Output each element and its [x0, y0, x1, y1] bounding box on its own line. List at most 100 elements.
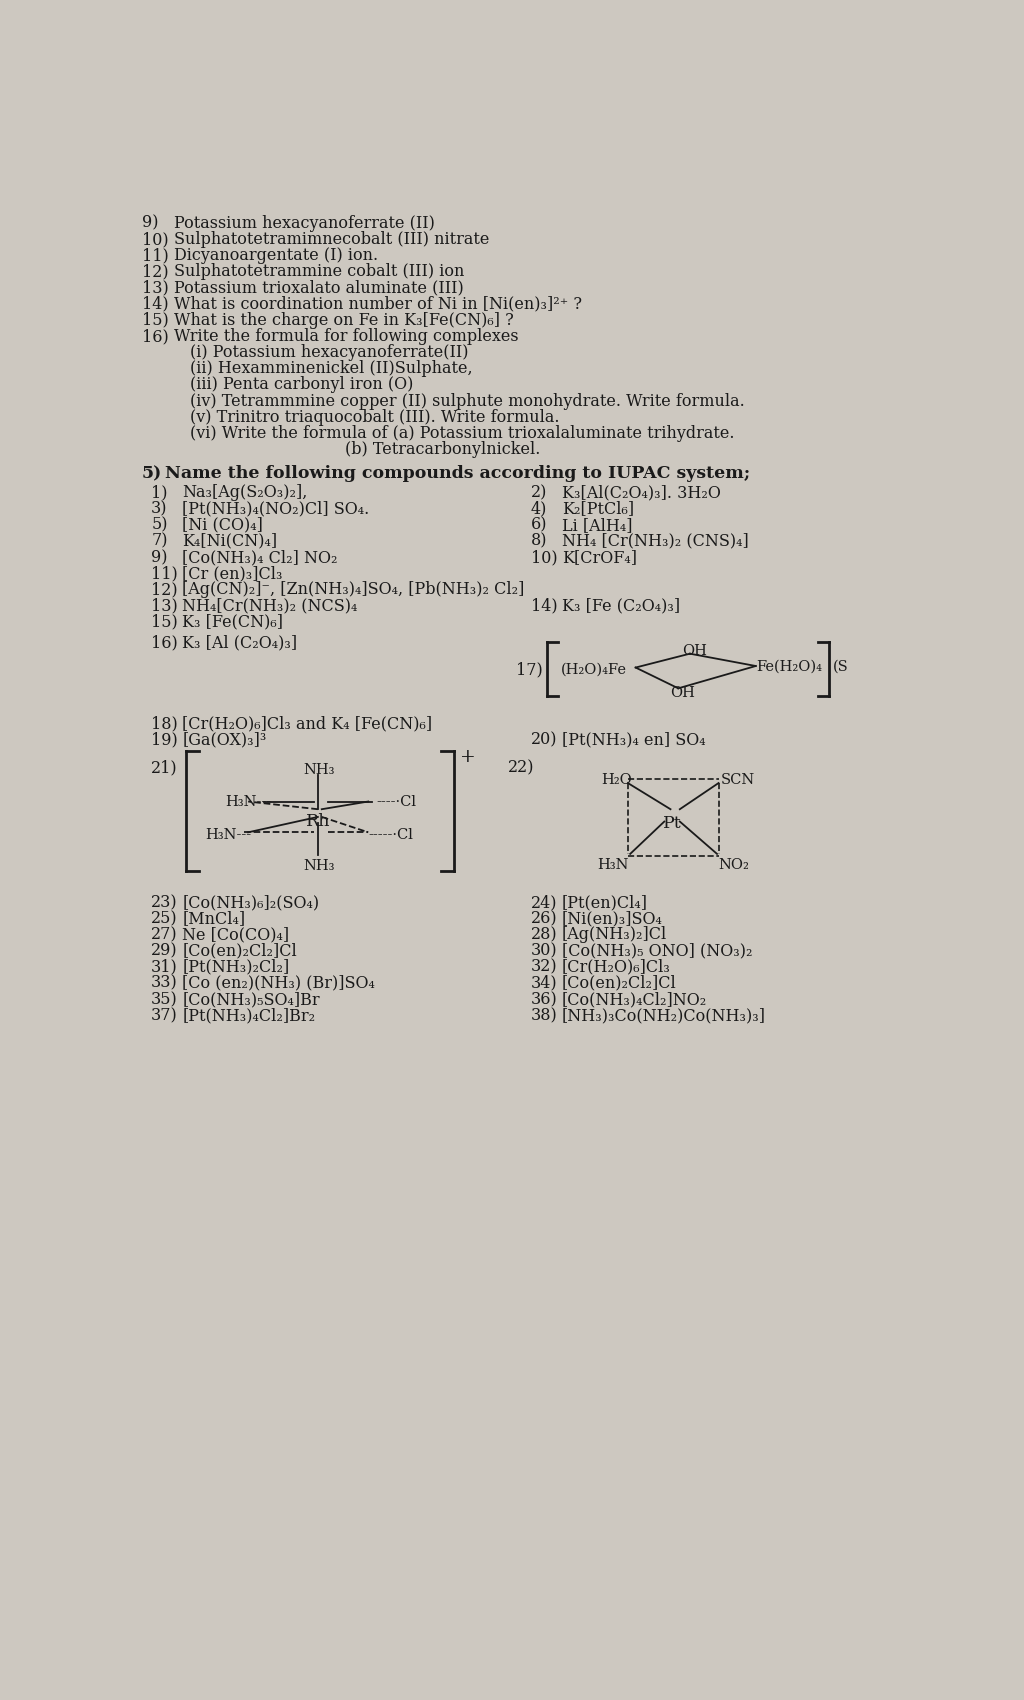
Text: 9): 9)	[142, 214, 159, 231]
Text: 37): 37)	[152, 1006, 178, 1023]
Text: [Cr(H₂O)₆]Cl₃: [Cr(H₂O)₆]Cl₃	[562, 959, 671, 976]
Text: NH₄[Cr(NH₃)₂ (NCS)₄: NH₄[Cr(NH₃)₂ (NCS)₄	[182, 597, 357, 614]
Text: 11): 11)	[142, 246, 169, 264]
Text: 12): 12)	[142, 264, 169, 280]
Text: (v) Trinitro triaquocobalt (III). Write formula.: (v) Trinitro triaquocobalt (III). Write …	[190, 408, 559, 425]
Text: OH: OH	[682, 644, 707, 658]
Text: Potassium trioxalato aluminate (III): Potassium trioxalato aluminate (III)	[174, 279, 464, 296]
Text: 15): 15)	[152, 614, 178, 631]
Text: 28): 28)	[531, 927, 558, 944]
Text: [Co(NH₃)₆]₂(SO₄): [Co(NH₃)₆]₂(SO₄)	[182, 894, 319, 911]
Text: Na₃[Ag(S₂O₃)₂],: Na₃[Ag(S₂O₃)₂],	[182, 484, 307, 501]
Text: Pt: Pt	[663, 816, 681, 833]
Text: [Pt(NH₃)₂Cl₂]: [Pt(NH₃)₂Cl₂]	[182, 959, 290, 976]
Text: 13): 13)	[142, 279, 169, 296]
Text: 35): 35)	[152, 991, 178, 1008]
Text: 25): 25)	[152, 910, 178, 926]
Text: (ii) Hexamminenickel (II)Sulphate,: (ii) Hexamminenickel (II)Sulphate,	[190, 360, 473, 377]
Text: (S: (S	[834, 660, 849, 673]
Text: 24): 24)	[531, 894, 557, 911]
Text: [Co(NH₃)₄ Cl₂] NO₂: [Co(NH₃)₄ Cl₂] NO₂	[182, 549, 338, 566]
Text: [Cr(H₂O)₆]Cl₃ and K₄ [Fe(CN)₆]: [Cr(H₂O)₆]Cl₃ and K₄ [Fe(CN)₆]	[182, 716, 432, 733]
Text: (H₂O)₄Fe: (H₂O)₄Fe	[560, 663, 627, 677]
Text: 18): 18)	[152, 716, 178, 733]
Text: 32): 32)	[531, 959, 558, 976]
Text: Potassium hexacyanoferrate (II): Potassium hexacyanoferrate (II)	[174, 214, 435, 231]
Text: 29): 29)	[152, 942, 178, 959]
Text: What is coordination number of Ni in [Ni(en)₃]²⁺ ?: What is coordination number of Ni in [Ni…	[174, 296, 583, 313]
Text: +: +	[460, 748, 475, 765]
Text: 30): 30)	[531, 942, 558, 959]
Text: [Pt(NH₃)₄(NO₂)Cl] SO₄.: [Pt(NH₃)₄(NO₂)Cl] SO₄.	[182, 500, 370, 517]
Text: 10): 10)	[142, 231, 169, 248]
Text: 11): 11)	[152, 564, 178, 581]
Text: K₃ [Fe(CN)₆]: K₃ [Fe(CN)₆]	[182, 614, 284, 631]
Text: Li [AlH₄]: Li [AlH₄]	[562, 517, 633, 534]
Text: 23): 23)	[152, 894, 178, 911]
Text: 12): 12)	[152, 581, 178, 598]
Text: 31): 31)	[152, 959, 178, 976]
Text: 15): 15)	[142, 311, 169, 328]
Text: Write the formula for following complexes: Write the formula for following complexe…	[174, 328, 519, 345]
Text: [Ni (CO)₄]: [Ni (CO)₄]	[182, 517, 263, 534]
Text: [NH₃)₃Co(NH₂)Co(NH₃)₃]: [NH₃)₃Co(NH₂)Co(NH₃)₃]	[562, 1006, 766, 1023]
Text: Name the following compounds according to IUPAC system;: Name the following compounds according t…	[165, 466, 751, 483]
Text: H₃N: H₃N	[597, 858, 629, 872]
Text: 38): 38)	[531, 1006, 558, 1023]
Text: [Pt(NH₃)₄ en] SO₄: [Pt(NH₃)₄ en] SO₄	[562, 731, 706, 748]
Text: 13): 13)	[152, 597, 178, 614]
Text: Ne [Co(CO)₄]: Ne [Co(CO)₄]	[182, 927, 290, 944]
Text: H₃N---: H₃N---	[225, 796, 271, 809]
Text: Dicyanoargentate (I) ion.: Dicyanoargentate (I) ion.	[174, 246, 379, 264]
Text: [Ga(OX)₃]³: [Ga(OX)₃]³	[182, 731, 266, 748]
Text: [Cr (en)₃]Cl₃: [Cr (en)₃]Cl₃	[182, 564, 283, 581]
Text: 19): 19)	[152, 731, 178, 748]
Text: [Co(en)₂Cl₂]Cl: [Co(en)₂Cl₂]Cl	[182, 942, 297, 959]
Text: [Co(NH₃)₄Cl₂]NO₂: [Co(NH₃)₄Cl₂]NO₂	[562, 991, 708, 1008]
Text: 16): 16)	[152, 634, 178, 651]
Text: 26): 26)	[531, 910, 558, 926]
Text: 6): 6)	[531, 517, 548, 534]
Text: Rh: Rh	[306, 813, 331, 830]
Text: OH: OH	[671, 687, 695, 700]
Text: 14): 14)	[142, 296, 169, 313]
Text: [Co (en₂)(NH₃) (Br)]SO₄: [Co (en₂)(NH₃) (Br)]SO₄	[182, 974, 375, 991]
Text: K₃ [Al (C₂O₄)₃]: K₃ [Al (C₂O₄)₃]	[182, 634, 297, 651]
Text: [Co(en)₂Cl₂]Cl: [Co(en)₂Cl₂]Cl	[562, 974, 677, 991]
Text: [Ag(CN)₂]⁻, [Zn(NH₃)₄]SO₄, [Pb(NH₃)₂ Cl₂]: [Ag(CN)₂]⁻, [Zn(NH₃)₄]SO₄, [Pb(NH₃)₂ Cl₂…	[182, 581, 524, 598]
Text: -----·Cl: -----·Cl	[369, 828, 413, 843]
Text: Sulphatotetramimnecobalt (III) nitrate: Sulphatotetramimnecobalt (III) nitrate	[174, 231, 489, 248]
Text: Sulphatotetrammine cobalt (III) ion: Sulphatotetrammine cobalt (III) ion	[174, 264, 465, 280]
Text: K[CrOF₄]: K[CrOF₄]	[562, 549, 637, 566]
Text: NO₂: NO₂	[719, 858, 750, 872]
Text: 4): 4)	[531, 500, 548, 517]
Text: 1): 1)	[152, 484, 168, 501]
Text: 2): 2)	[531, 484, 548, 501]
Text: 7): 7)	[152, 532, 168, 549]
Text: What is the charge on Fe in K₃[Fe(CN)₆] ?: What is the charge on Fe in K₃[Fe(CN)₆] …	[174, 311, 514, 328]
Text: 5): 5)	[142, 466, 162, 483]
Text: NH₃: NH₃	[303, 858, 335, 874]
Text: Fe(H₂O)₄: Fe(H₂O)₄	[756, 660, 821, 673]
Text: [MnCl₄]: [MnCl₄]	[182, 910, 246, 926]
Text: K₂[PtCl₆]: K₂[PtCl₆]	[562, 500, 634, 517]
Text: 27): 27)	[152, 927, 178, 944]
Text: 21): 21)	[152, 760, 178, 777]
Text: 22): 22)	[508, 760, 535, 777]
Text: (b) Tetracarbonylnickel.: (b) Tetracarbonylnickel.	[345, 442, 541, 459]
Text: SCN: SCN	[721, 774, 755, 787]
Text: 10): 10)	[531, 549, 558, 566]
Text: H₃N---: H₃N---	[206, 828, 252, 843]
Text: 8): 8)	[531, 532, 548, 549]
Text: 20): 20)	[531, 731, 557, 748]
Text: 33): 33)	[152, 974, 178, 991]
Text: [Ag(NH₃)₂]Cl: [Ag(NH₃)₂]Cl	[562, 927, 668, 944]
Text: K₃ [Fe (C₂O₄)₃]: K₃ [Fe (C₂O₄)₃]	[562, 597, 680, 614]
Text: 9): 9)	[152, 549, 168, 566]
Text: H₂O: H₂O	[601, 774, 632, 787]
Text: 36): 36)	[531, 991, 558, 1008]
Text: [Pt(NH₃)₄Cl₂]Br₂: [Pt(NH₃)₄Cl₂]Br₂	[182, 1006, 315, 1023]
Text: 16): 16)	[142, 328, 169, 345]
Text: ----·Cl: ----·Cl	[376, 796, 416, 809]
Text: (vi) Write the formula of (a) Potassium trioxalaluminate trihydrate.: (vi) Write the formula of (a) Potassium …	[190, 425, 734, 442]
